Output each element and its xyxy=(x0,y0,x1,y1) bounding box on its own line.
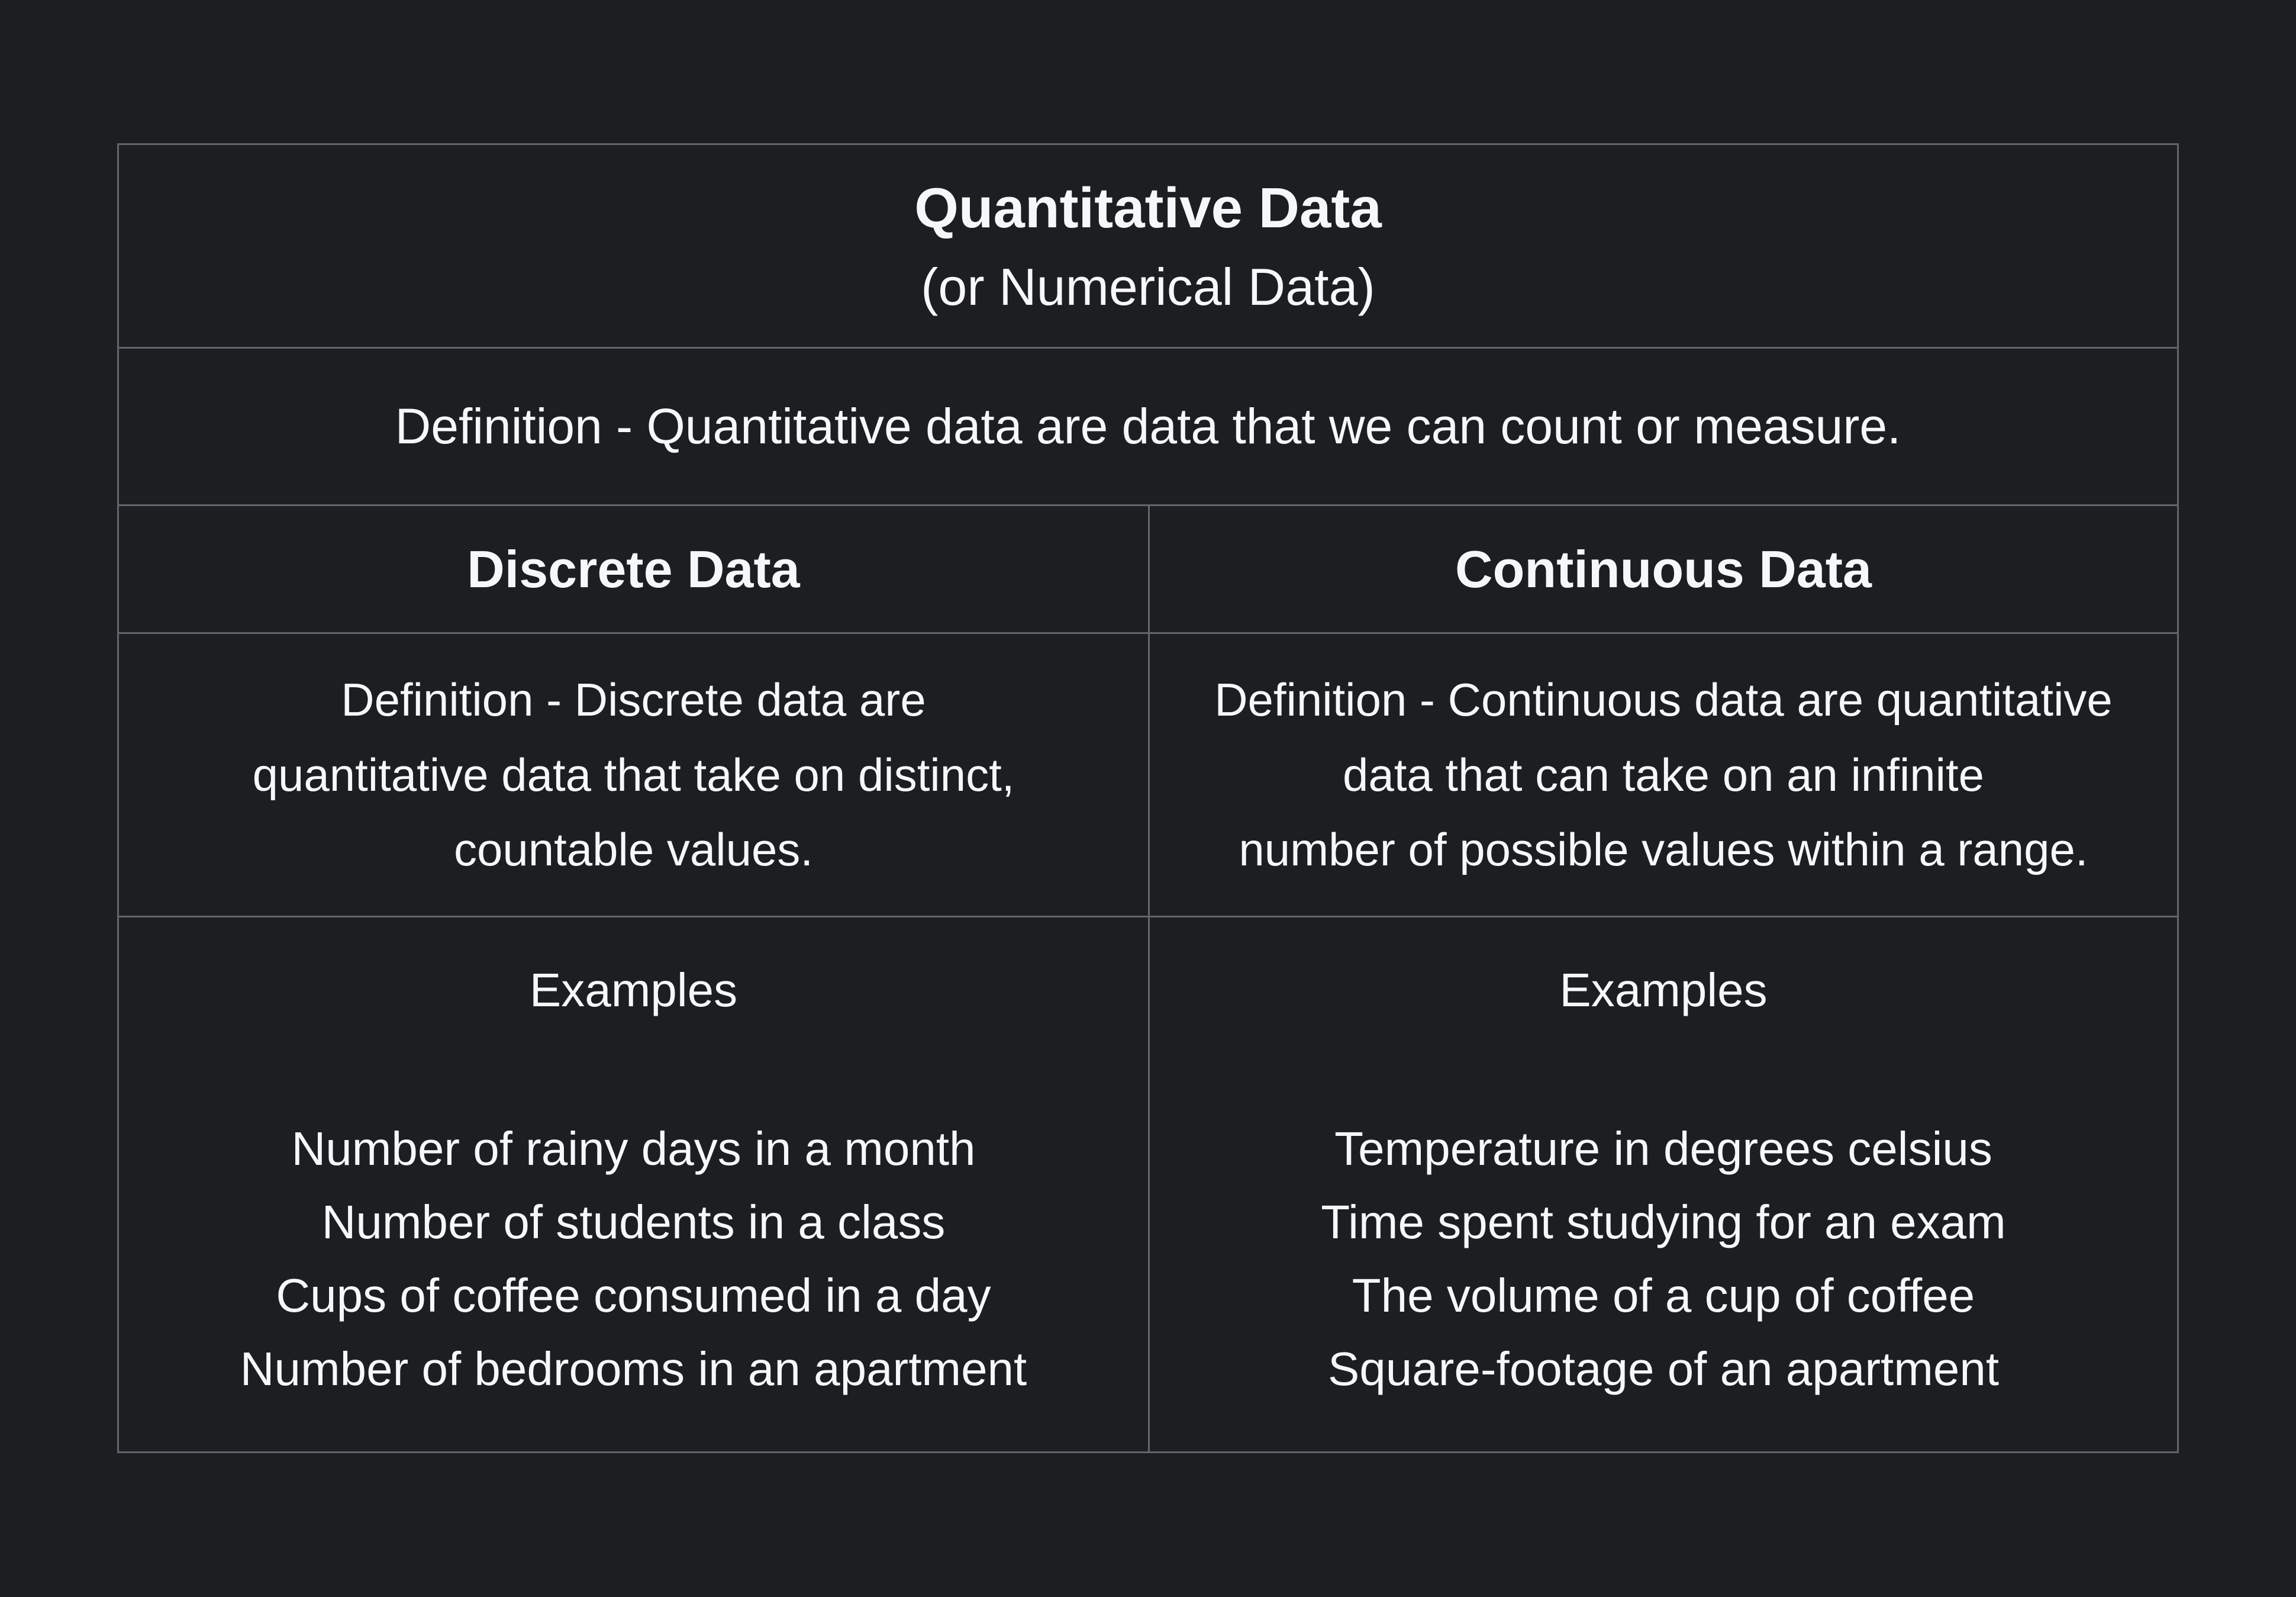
discrete-examples-label: Examples xyxy=(529,964,738,1016)
discrete-data-header: Discrete Data xyxy=(467,539,800,598)
quantitative-data-table: Quantitative Data (or Numerical Data) De… xyxy=(117,143,2179,1453)
quantitative-definition: Definition - Quantitative data are data … xyxy=(395,398,1901,454)
title-row: Quantitative Data (or Numerical Data) xyxy=(119,145,2177,347)
examples-row: Examples Number of rainy days in a month… xyxy=(119,916,2177,1451)
discrete-header-cell: Discrete Data xyxy=(119,506,1148,632)
table-subtitle: (or Numerical Data) xyxy=(921,257,1375,317)
continuous-examples-label: Examples xyxy=(1559,964,1768,1016)
continuous-examples-cell: Examples Temperature in degrees celsius … xyxy=(1148,917,2177,1451)
discrete-example-item: Number of students in a class xyxy=(321,1196,946,1248)
column-definition-row: Definition - Discrete data are quantitat… xyxy=(119,632,2177,916)
definition-row: Definition - Quantitative data are data … xyxy=(119,347,2177,504)
continuous-header-cell: Continuous Data xyxy=(1148,506,2177,632)
discrete-examples-cell: Examples Number of rainy days in a month… xyxy=(119,917,1148,1451)
continuous-definition-cell: Definition - Continuous data are quantit… xyxy=(1148,634,2177,916)
continuous-definition-line: number of possible values within a range… xyxy=(1239,823,2088,876)
continuous-example-item: The volume of a cup of coffee xyxy=(1352,1269,1975,1322)
discrete-definition-line: countable values. xyxy=(453,823,814,876)
continuous-data-header: Continuous Data xyxy=(1455,539,1872,598)
discrete-example-item: Cups of coffee consumed in a day xyxy=(276,1269,991,1322)
continuous-example-item: Square-footage of an apartment xyxy=(1327,1342,2000,1395)
discrete-example-item: Number of rainy days in a month xyxy=(291,1122,976,1175)
continuous-definition-line: data that can take on an infinite xyxy=(1342,748,1985,801)
continuous-definition-line: Definition - Continuous data are quantit… xyxy=(1214,674,2113,726)
table-title: Quantitative Data xyxy=(914,176,1382,240)
discrete-definition-cell: Definition - Discrete data are quantitat… xyxy=(119,634,1148,916)
continuous-example-item: Temperature in degrees celsius xyxy=(1334,1122,1992,1175)
continuous-example-item: Time spent studying for an exam xyxy=(1321,1196,2006,1248)
discrete-example-item: Number of bedrooms in an apartment xyxy=(240,1342,1027,1395)
discrete-definition-line: quantitative data that take on distinct, xyxy=(252,748,1015,801)
column-header-row: Discrete Data Continuous Data xyxy=(119,504,2177,632)
discrete-definition-line: Definition - Discrete data are xyxy=(341,674,926,726)
